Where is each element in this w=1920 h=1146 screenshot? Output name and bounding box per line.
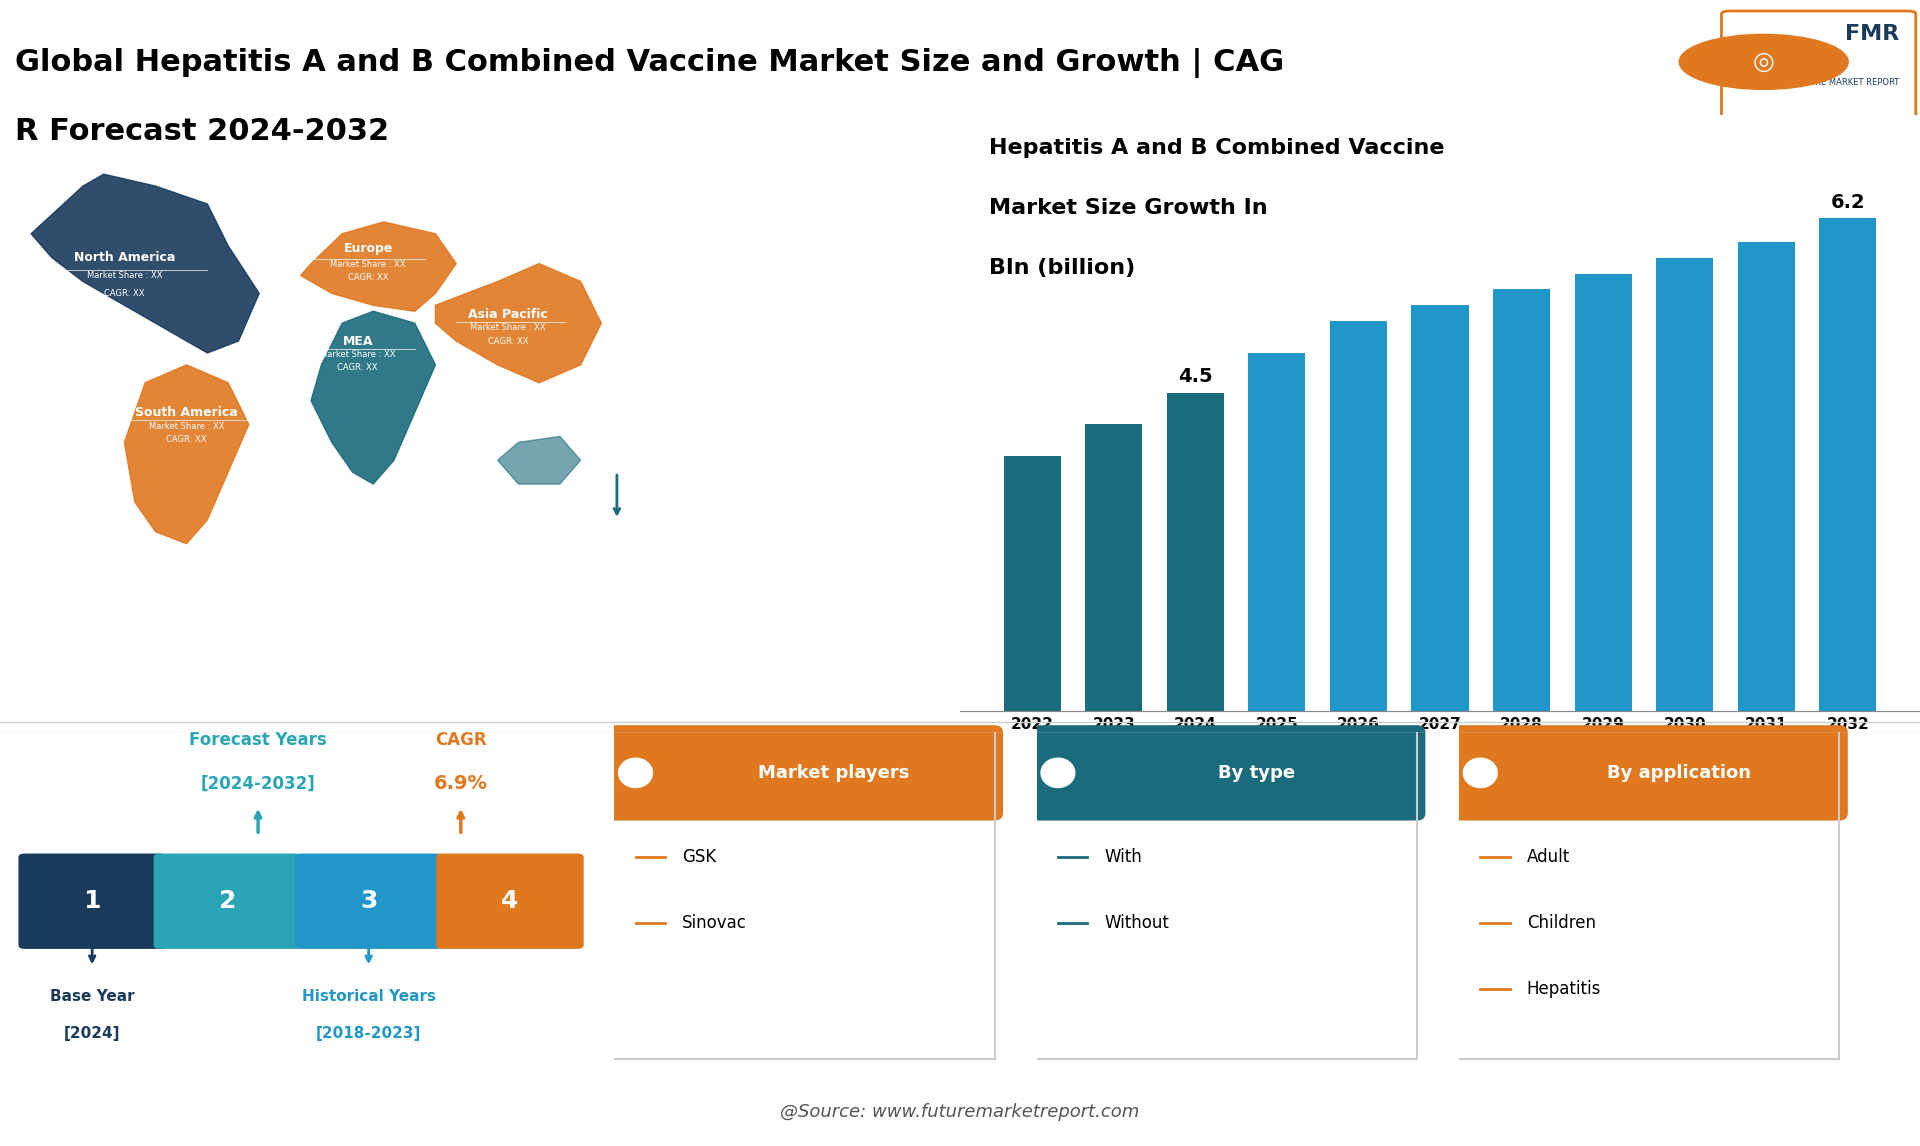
Circle shape [618, 759, 653, 787]
Text: Historical Years: Historical Years [301, 989, 436, 1004]
Text: CAGR: XX: CAGR: XX [348, 274, 388, 282]
Text: CAGR: XX: CAGR: XX [338, 363, 378, 371]
Text: Bln (billion): Bln (billion) [989, 258, 1135, 277]
Text: @Source: www.futuremarketreport.com: @Source: www.futuremarketreport.com [780, 1102, 1140, 1121]
Bar [1494, 290, 1549, 711]
Bar [1574, 274, 1632, 711]
Text: GSK: GSK [682, 848, 716, 866]
Text: Market Size Growth In: Market Size Growth In [989, 198, 1267, 218]
Text: CAGR: CAGR [436, 731, 486, 748]
Text: CAGR: XX: CAGR: XX [167, 434, 207, 444]
Text: MEA: MEA [342, 335, 372, 347]
Bar [1004, 456, 1060, 711]
Text: South America: South America [134, 406, 238, 419]
Text: Europe: Europe [344, 242, 394, 256]
Text: Market Share : XX: Market Share : XX [150, 422, 225, 431]
Text: Hepatitis: Hepatitis [1526, 980, 1601, 998]
Polygon shape [311, 312, 436, 484]
Text: ◎: ◎ [1753, 50, 1774, 73]
Bar [1738, 242, 1795, 711]
Text: Market players: Market players [758, 764, 910, 782]
Text: 2: 2 [219, 889, 236, 913]
FancyBboxPatch shape [607, 725, 1002, 821]
Text: Without: Without [1104, 915, 1169, 932]
Polygon shape [497, 437, 580, 484]
Circle shape [1680, 34, 1849, 89]
Text: By application: By application [1607, 764, 1751, 782]
FancyBboxPatch shape [19, 854, 165, 949]
Polygon shape [301, 222, 457, 312]
Text: Market Share : XX: Market Share : XX [86, 270, 161, 280]
Text: North America: North America [73, 251, 175, 264]
Bar [1085, 424, 1142, 711]
Text: Global Hepatitis A and B Combined Vaccine Market Size and Growth | CAG: Global Hepatitis A and B Combined Vaccin… [15, 48, 1284, 78]
FancyBboxPatch shape [1452, 725, 1847, 821]
FancyBboxPatch shape [154, 854, 301, 949]
Text: With: With [1104, 848, 1142, 866]
Circle shape [1463, 759, 1498, 787]
Text: 4.5: 4.5 [1179, 368, 1213, 386]
Text: By type: By type [1217, 764, 1294, 782]
Text: Children: Children [1526, 915, 1596, 932]
Bar [1167, 393, 1223, 711]
FancyBboxPatch shape [436, 854, 584, 949]
Text: Market Share : XX: Market Share : XX [321, 351, 396, 359]
Text: FMR: FMR [1845, 24, 1899, 45]
Text: 6.9%: 6.9% [434, 775, 488, 793]
Text: [2024]: [2024] [63, 1026, 121, 1041]
Text: R Forecast 2024-2032: R Forecast 2024-2032 [15, 117, 390, 146]
FancyBboxPatch shape [296, 854, 442, 949]
Bar [1657, 258, 1713, 711]
FancyBboxPatch shape [1722, 11, 1916, 126]
Text: Base Year: Base Year [50, 989, 134, 1004]
Text: [2018-2023]: [2018-2023] [317, 1026, 420, 1041]
Text: [2024-2032]: [2024-2032] [202, 775, 315, 793]
Text: Hepatitis A and B Combined Vaccine: Hepatitis A and B Combined Vaccine [989, 139, 1444, 158]
Text: Sinovac: Sinovac [682, 915, 747, 932]
Text: 6.2: 6.2 [1830, 193, 1864, 212]
Text: Adult: Adult [1526, 848, 1571, 866]
Polygon shape [125, 364, 250, 543]
Text: FUTURE MARKET REPORT: FUTURE MARKET REPORT [1793, 78, 1899, 87]
Bar [1248, 353, 1306, 711]
Text: 4: 4 [501, 889, 518, 913]
Circle shape [1041, 759, 1075, 787]
Text: Market Share : XX: Market Share : XX [470, 323, 545, 332]
FancyBboxPatch shape [1029, 725, 1425, 821]
Text: 1: 1 [83, 889, 102, 913]
Polygon shape [436, 264, 601, 383]
Text: Asia Pacific: Asia Pacific [468, 308, 547, 321]
Text: Forecast Years: Forecast Years [190, 731, 326, 748]
Text: Market Share : XX: Market Share : XX [330, 260, 405, 269]
Text: 3: 3 [359, 889, 378, 913]
Text: CAGR: XX: CAGR: XX [488, 337, 528, 346]
Text: CAGR: XX: CAGR: XX [104, 289, 144, 298]
Polygon shape [31, 174, 259, 353]
Bar [1411, 305, 1469, 711]
Bar [1331, 321, 1386, 711]
Bar [1820, 218, 1876, 711]
